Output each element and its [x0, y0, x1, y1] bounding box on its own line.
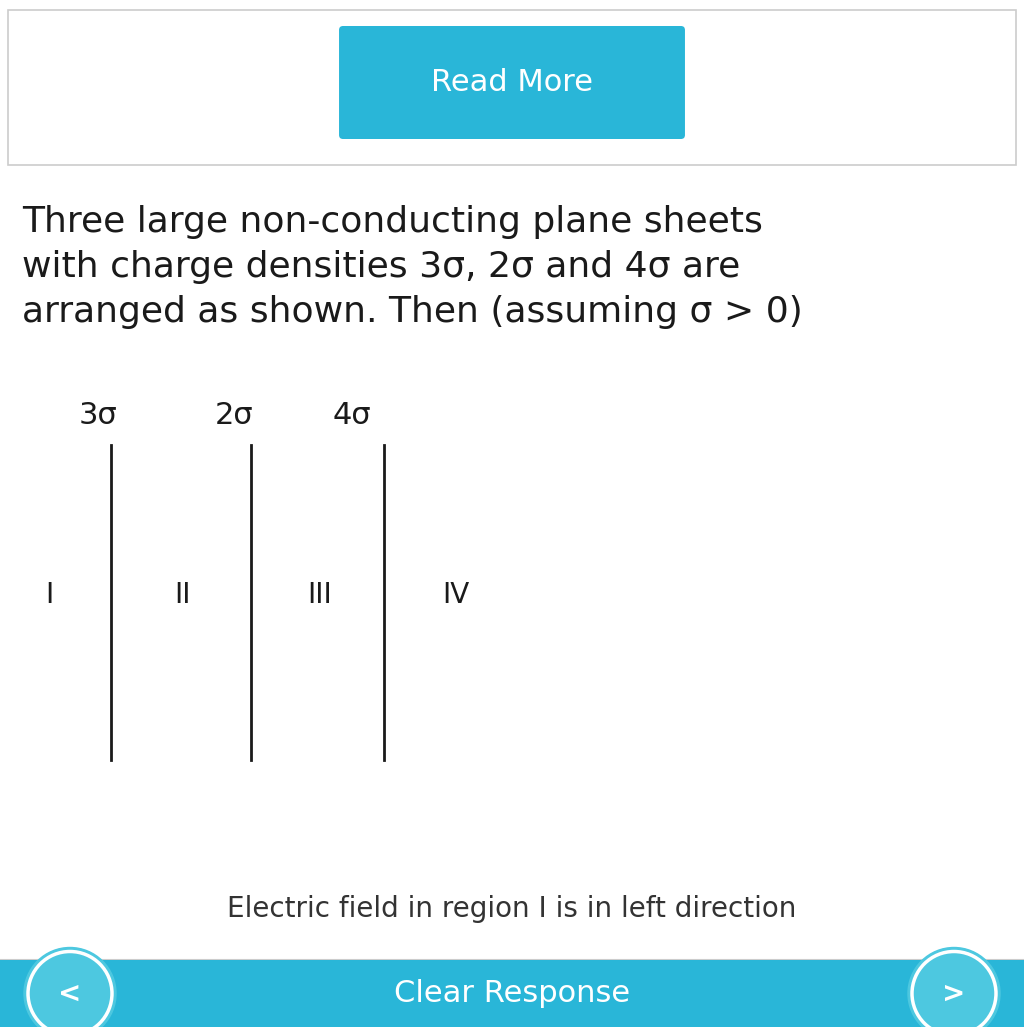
- Text: 4σ: 4σ: [333, 401, 372, 430]
- Text: IV: IV: [442, 581, 469, 609]
- Text: <: <: [58, 980, 82, 1007]
- Text: Three large non-conducting plane sheets: Three large non-conducting plane sheets: [22, 205, 763, 239]
- Text: I: I: [45, 581, 53, 609]
- Text: Read More: Read More: [431, 68, 593, 97]
- Bar: [0, 960, 1024, 1027]
- Text: II: II: [174, 581, 190, 609]
- Text: 3σ: 3σ: [79, 401, 118, 430]
- Text: Clear Response: Clear Response: [394, 979, 630, 1007]
- Text: Electric field in region I is in left direction: Electric field in region I is in left di…: [227, 895, 797, 923]
- Text: >: >: [942, 980, 966, 1007]
- Circle shape: [24, 948, 116, 1027]
- Text: with charge densities 3σ, 2σ and 4σ are: with charge densities 3σ, 2σ and 4σ are: [22, 250, 740, 284]
- Circle shape: [908, 948, 1000, 1027]
- FancyBboxPatch shape: [339, 26, 685, 139]
- Bar: [8, 10, 1016, 165]
- Text: 2σ: 2σ: [215, 401, 254, 430]
- Text: III: III: [307, 581, 332, 609]
- Text: arranged as shown. Then (assuming σ > 0): arranged as shown. Then (assuming σ > 0): [22, 295, 803, 329]
